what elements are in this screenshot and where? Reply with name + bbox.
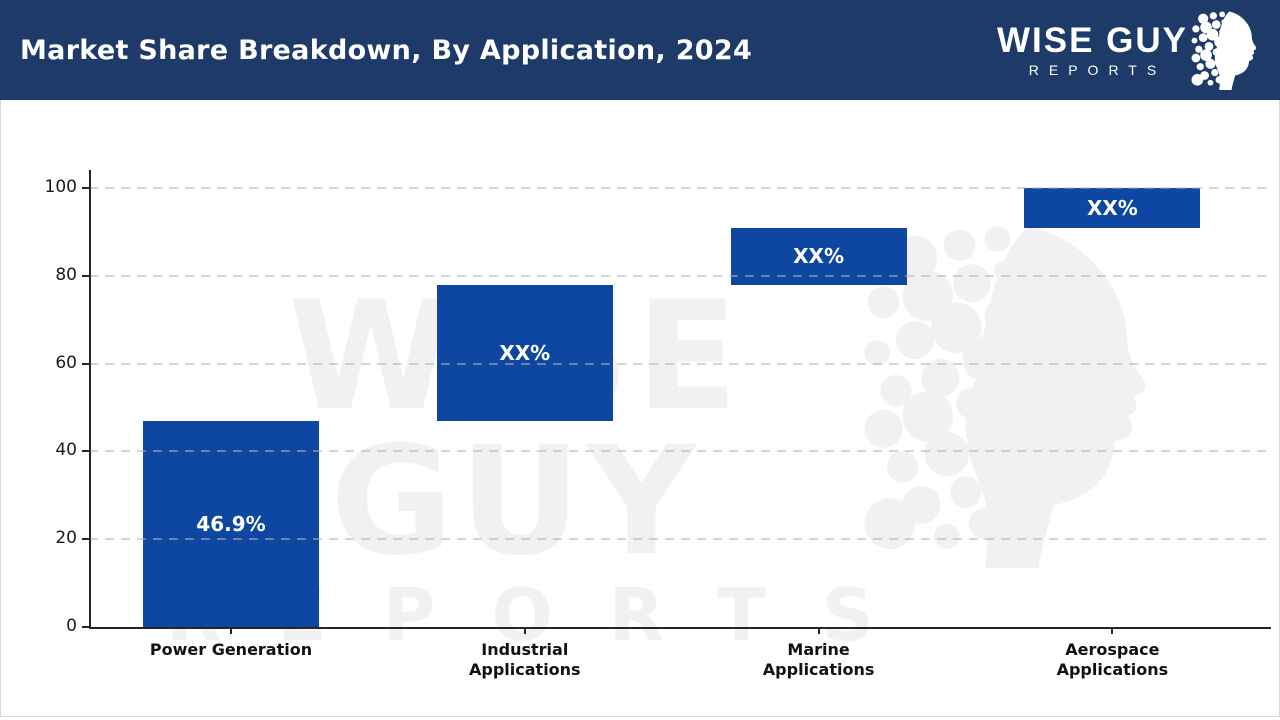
logo-wordmark: WISE GUY (996, 21, 1188, 60)
y-tick-40 (82, 450, 89, 453)
y-tick-0 (82, 626, 89, 628)
y-axis-line (89, 170, 91, 629)
bar-segment-1: 46.9% (143, 421, 319, 627)
y-tick-label: 60 (55, 352, 77, 373)
y-tick-label: 100 (44, 177, 77, 197)
y-tick-label: 80 (55, 264, 77, 285)
chart-area: WISE GUY REPORTS 02040608010046.9%Power … (0, 100, 1280, 717)
y-tick-60 (82, 362, 89, 365)
y-tick-20 (82, 538, 89, 541)
x-tick-4 (1111, 627, 1114, 634)
logo-text: WISE GUY REPORTS (997, 23, 1188, 77)
bar-value-label: XX% (1086, 195, 1138, 220)
x-tick-3 (817, 627, 820, 634)
y-tick-80 (82, 274, 89, 277)
x-category-label: Marine Applications (762, 640, 875, 679)
x-category-label: Power Generation (149, 640, 313, 659)
bar-segment-4: XX% (1024, 188, 1201, 228)
x-tick-1 (230, 627, 232, 634)
gridline-y40 (89, 450, 1271, 453)
x-tick-2 (523, 627, 526, 634)
bar-segment-2: XX% (436, 284, 613, 422)
y-tick-label: 20 (55, 528, 77, 549)
logo-head-icon (1191, 11, 1257, 90)
gridline-y100 (89, 187, 1271, 189)
y-tick-label: 0 (66, 616, 77, 636)
gridline-y80 (89, 274, 1271, 277)
x-category-label: Aerospace Applications (1056, 640, 1169, 679)
gridline-y60 (89, 362, 1271, 365)
bar-value-label: XX% (499, 340, 551, 365)
header-bar: Market Share Breakdown, By Application, … (0, 0, 1280, 100)
bar-value-label: 46.9% (196, 512, 266, 537)
page-title: Market Share Breakdown, By Application, … (20, 34, 753, 66)
x-category-label: Industrial Applications (469, 640, 581, 679)
logo-subtext: REPORTS (1028, 62, 1167, 78)
gridline-y20 (89, 538, 1271, 541)
bar-value-label: XX% (793, 244, 845, 269)
wiseguy-logo: WISE GUY REPORTS (997, 0, 1262, 100)
y-tick-label: 40 (55, 440, 77, 461)
y-tick-100 (82, 187, 89, 189)
x-axis-line (89, 627, 1271, 629)
